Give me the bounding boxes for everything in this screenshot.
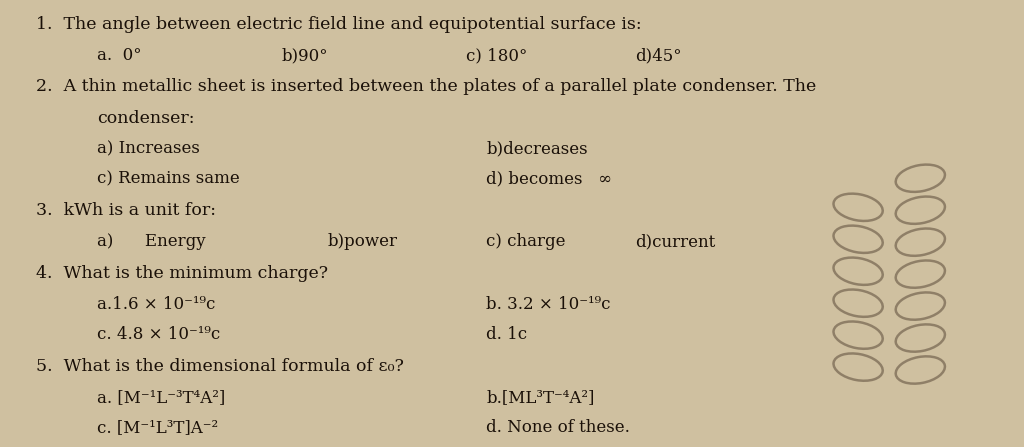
Text: a)      Energy: a) Energy bbox=[97, 233, 206, 250]
Text: condenser:: condenser: bbox=[97, 110, 195, 127]
Text: a. [M⁻¹L⁻³T⁴A²]: a. [M⁻¹L⁻³T⁴A²] bbox=[97, 389, 225, 406]
Text: d)current: d)current bbox=[635, 233, 715, 250]
Text: c. [M⁻¹L³T]A⁻²: c. [M⁻¹L³T]A⁻² bbox=[97, 419, 218, 436]
Text: a.1.6 × 10⁻¹⁹c: a.1.6 × 10⁻¹⁹c bbox=[97, 296, 216, 313]
Text: b)decreases: b)decreases bbox=[486, 141, 588, 158]
Text: c. 4.8 × 10⁻¹⁹c: c. 4.8 × 10⁻¹⁹c bbox=[97, 326, 220, 343]
Text: d)45°: d)45° bbox=[635, 47, 682, 64]
Text: 3.  kWh is a unit for:: 3. kWh is a unit for: bbox=[36, 202, 216, 219]
Text: b. 3.2 × 10⁻¹⁹c: b. 3.2 × 10⁻¹⁹c bbox=[486, 296, 611, 313]
Text: c) Remains same: c) Remains same bbox=[97, 171, 240, 188]
Text: c) 180°: c) 180° bbox=[466, 47, 527, 64]
Text: b)90°: b)90° bbox=[282, 47, 329, 64]
Text: d. None of these.: d. None of these. bbox=[486, 419, 631, 436]
Text: a) Increases: a) Increases bbox=[97, 141, 200, 158]
Text: 2.  A thin metallic sheet is inserted between the plates of a parallel plate con: 2. A thin metallic sheet is inserted bet… bbox=[36, 78, 816, 95]
Text: a.  0°: a. 0° bbox=[97, 47, 142, 64]
Text: b)power: b)power bbox=[328, 233, 397, 250]
Text: d. 1c: d. 1c bbox=[486, 326, 527, 343]
Text: d) becomes   ∞: d) becomes ∞ bbox=[486, 171, 612, 188]
Text: 4.  What is the minimum charge?: 4. What is the minimum charge? bbox=[36, 265, 328, 282]
Text: 5.  What is the dimensional formula of ε₀?: 5. What is the dimensional formula of ε₀… bbox=[36, 358, 403, 375]
Text: c) charge: c) charge bbox=[486, 233, 566, 250]
Text: b.[ML³T⁻⁴A²]: b.[ML³T⁻⁴A²] bbox=[486, 389, 595, 406]
Text: 1.  The angle between electric field line and equipotential surface is:: 1. The angle between electric field line… bbox=[36, 16, 641, 33]
